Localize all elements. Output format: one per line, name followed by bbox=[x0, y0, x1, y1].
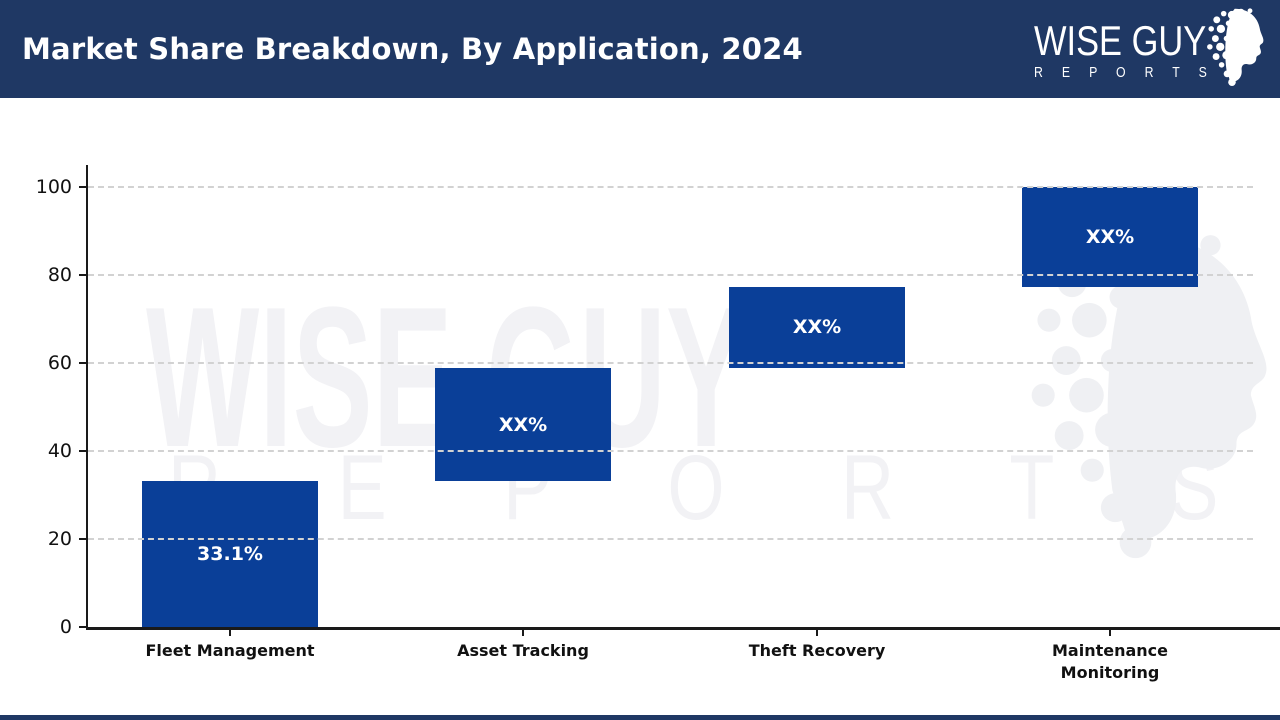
y-axis-tick-label-20: 20 bbox=[47, 528, 72, 550]
gridline-80 bbox=[88, 274, 1253, 276]
y-tick-40 bbox=[79, 450, 88, 452]
footer-strip bbox=[0, 715, 1280, 720]
y-tick-20 bbox=[79, 538, 88, 540]
y-tick-80 bbox=[79, 274, 88, 276]
x-tick-3 bbox=[816, 627, 818, 636]
x-tick-4 bbox=[1109, 627, 1111, 636]
y-axis-tick-label-100: 100 bbox=[35, 176, 72, 198]
bar-value-label: XX% bbox=[792, 316, 842, 339]
dotted-face-logo-icon bbox=[1196, 6, 1268, 96]
bar-theft-recovery: XX% bbox=[729, 286, 905, 368]
bar-value-label: XX% bbox=[1085, 225, 1135, 248]
bar-maintenance-monitoring: XX% bbox=[1022, 187, 1198, 287]
y-axis-tick-label-80: 80 bbox=[47, 264, 72, 286]
x-tick-1 bbox=[229, 627, 231, 636]
x-category-label-theft-recovery: Theft Recovery bbox=[748, 641, 886, 660]
x-axis-line bbox=[86, 627, 1280, 630]
bar-value-label: XX% bbox=[498, 413, 548, 436]
y-axis-line bbox=[86, 165, 88, 629]
y-tick-100 bbox=[79, 186, 88, 188]
logo-wordmark: WISE GUY bbox=[1034, 17, 1207, 64]
gridline-60 bbox=[88, 362, 1253, 364]
y-axis-tick-label-0: 0 bbox=[59, 616, 72, 638]
y-tick-0 bbox=[79, 626, 88, 628]
bar-fleet-management: 33.1% bbox=[142, 481, 318, 627]
x-category-label-fleet-management: Fleet Management bbox=[145, 641, 315, 660]
y-axis-tick-label-40: 40 bbox=[47, 440, 72, 462]
logo-subtext: R E P O R T S bbox=[1034, 64, 1215, 81]
x-tick-2 bbox=[522, 627, 524, 636]
bar-value-label: 33.1% bbox=[197, 543, 263, 566]
y-tick-60 bbox=[79, 362, 88, 364]
page-title: Market Share Breakdown, By Application, … bbox=[22, 32, 803, 66]
x-category-label-maintenance-monitoring: Maintenance Monitoring bbox=[1051, 641, 1168, 682]
wise-guy-logo: WISE GUY R E P O R T S bbox=[1020, 4, 1270, 96]
header-bar: Market Share Breakdown, By Application, … bbox=[0, 0, 1280, 98]
gridline-20 bbox=[88, 538, 1253, 540]
x-category-label-asset-tracking: Asset Tracking bbox=[457, 641, 589, 660]
gridline-40 bbox=[88, 450, 1253, 452]
bar-asset-tracking: XX% bbox=[435, 367, 611, 482]
gridline-100 bbox=[88, 186, 1253, 188]
y-axis-tick-label-60: 60 bbox=[47, 352, 72, 374]
watermark-subtext: R E P O R T S bbox=[168, 437, 1267, 539]
logo-text: WISE GUY R E P O R T S bbox=[1034, 17, 1215, 82]
